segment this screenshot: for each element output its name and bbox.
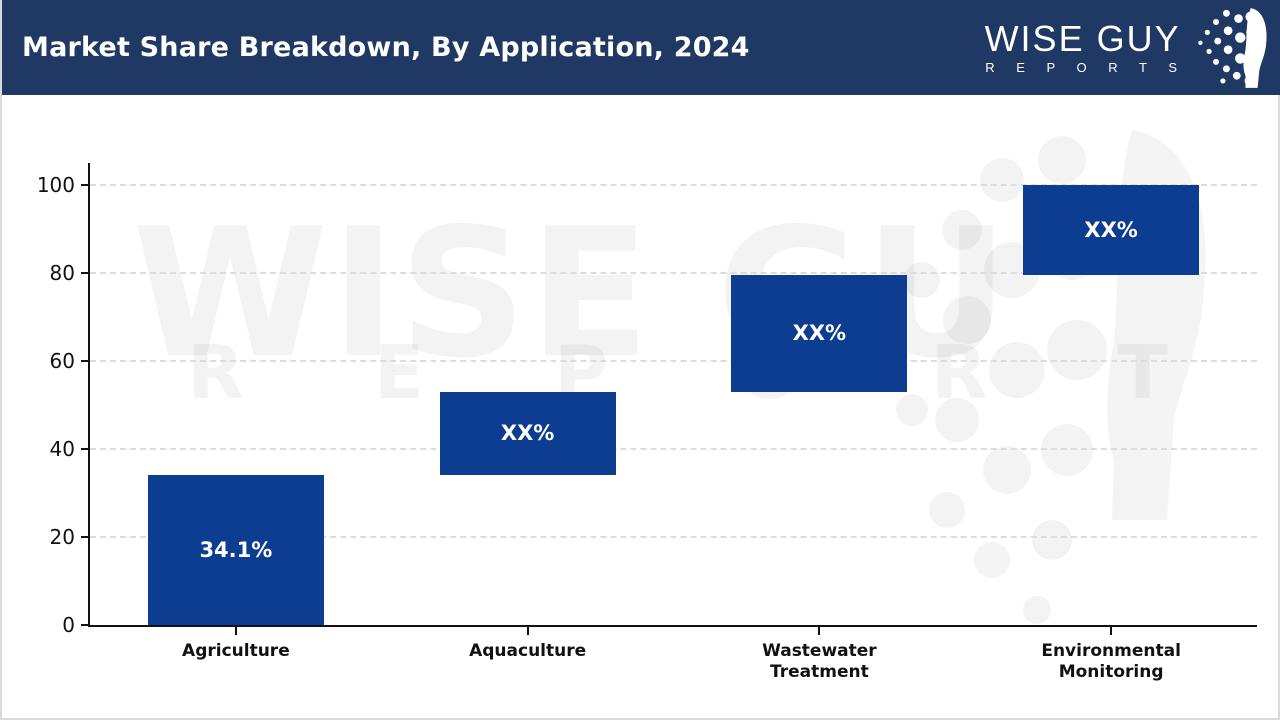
- bar-value-label: XX%: [500, 421, 555, 446]
- logo-wordmark: WISE GUY: [984, 18, 1181, 59]
- y-tick: [81, 184, 90, 186]
- y-tick-label: 40: [49, 437, 75, 461]
- y-tick: [81, 536, 90, 538]
- category-label: Wastewater Treatment: [762, 641, 877, 683]
- y-axis-line: [88, 163, 90, 627]
- bar-value-label: 34.1%: [199, 537, 273, 562]
- y-tick-label: 100: [36, 173, 75, 197]
- y-tick-label: 80: [49, 261, 75, 285]
- y-tick: [81, 624, 90, 626]
- dotted-face-icon: [1198, 7, 1267, 88]
- x-axis-line: [88, 625, 1257, 627]
- category-label: Agriculture: [182, 641, 290, 661]
- logo-text: WISE GUY R E P O R T S: [979, 18, 1186, 75]
- waterfall-bar: XX%: [731, 275, 908, 392]
- waterfall-bar: XX%: [1023, 185, 1200, 276]
- x-tick: [1110, 627, 1113, 635]
- y-tick-label: 60: [49, 349, 75, 373]
- grid-line: [90, 272, 1257, 274]
- category-label: Environmental Monitoring: [1041, 641, 1181, 683]
- grid-line: [90, 184, 1257, 186]
- header-bar: Market Share Breakdown, By Application, …: [2, 0, 1280, 95]
- bar-value-label: XX%: [1084, 218, 1138, 243]
- grid-line: [90, 360, 1257, 362]
- y-tick: [81, 360, 90, 362]
- x-tick: [818, 627, 821, 635]
- y-tick-label: 20: [49, 525, 75, 549]
- waterfall-bar: XX%: [439, 391, 616, 475]
- grid-line: [90, 536, 1257, 538]
- plot-area: 0 20 40 60 80 100 34.1% Agriculture XX% Aquacultu…: [2, 95, 1280, 720]
- waterfall-bar: 34.1%: [147, 474, 324, 625]
- wise-guy-logo: WISE GUY R E P O R T S: [979, 6, 1268, 90]
- x-tick: [526, 627, 529, 635]
- logo-subtitle: R E P O R T S: [985, 60, 1186, 75]
- bar-value-label: XX%: [792, 321, 847, 346]
- y-tick: [81, 272, 90, 274]
- chart-title: Market Share Breakdown, By Application, …: [22, 32, 750, 63]
- grid-line: [90, 448, 1257, 450]
- category-label: Aquaculture: [469, 641, 587, 661]
- x-tick: [234, 627, 237, 635]
- y-tick: [81, 448, 90, 450]
- y-tick-label: 0: [62, 613, 75, 637]
